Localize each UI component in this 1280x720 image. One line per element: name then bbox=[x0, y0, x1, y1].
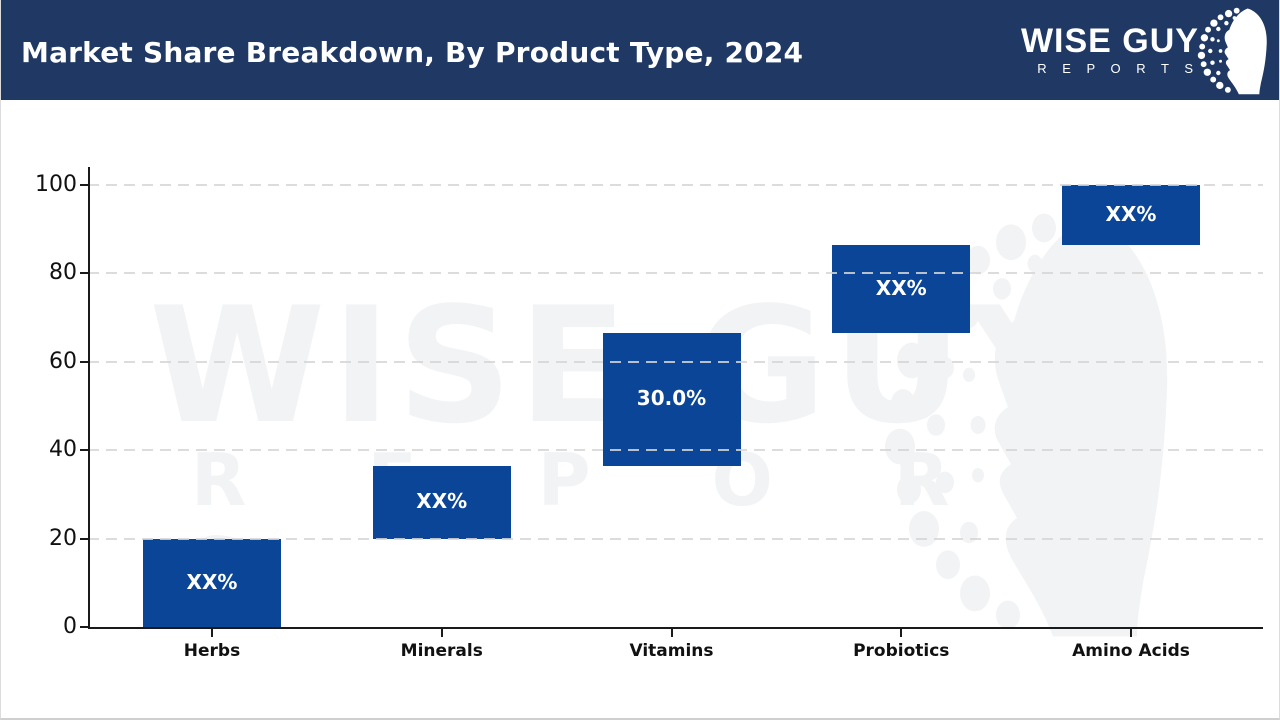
x-tick-label-probiotics: Probiotics bbox=[853, 641, 950, 661]
brand-logo-text: WISE GUY R E P O R T S bbox=[1021, 23, 1199, 79]
grid-line-40 bbox=[88, 449, 1263, 452]
x-tick-label-minerals: Minerals bbox=[400, 641, 483, 661]
y-tick-label-0: 0 bbox=[63, 614, 77, 639]
y-tick-0 bbox=[80, 626, 88, 628]
bar-vitamins bbox=[602, 333, 741, 466]
header-bar: Market Share Breakdown, By Product Type,… bbox=[1, 0, 1279, 100]
x-axis-line bbox=[88, 627, 1263, 629]
y-tick-20 bbox=[80, 537, 88, 540]
x-tick-herbs bbox=[211, 629, 213, 637]
brand-logo: WISE GUY R E P O R T S bbox=[1021, 6, 1271, 96]
bar-label-herbs: XX% bbox=[186, 569, 238, 594]
bar-probiotics bbox=[832, 244, 971, 334]
bar-amino-acids bbox=[1062, 185, 1200, 245]
bar-label-vitamins: 30.0% bbox=[636, 386, 707, 411]
y-tick-label-60: 60 bbox=[49, 348, 77, 374]
bar-label-minerals: XX% bbox=[416, 489, 468, 514]
y-tick-100 bbox=[80, 184, 88, 186]
x-tick-minerals bbox=[440, 629, 443, 637]
y-tick-80 bbox=[80, 272, 88, 275]
x-tick-label-amino-acids: Amino Acids bbox=[1072, 641, 1190, 661]
brand-name: WISE GUY bbox=[1020, 22, 1199, 60]
dotted-head-icon bbox=[1195, 7, 1271, 95]
x-tick-probiotics bbox=[900, 629, 903, 637]
y-tick-label-20: 20 bbox=[49, 525, 77, 551]
bar-label-amino-acids: XX% bbox=[1105, 201, 1157, 226]
bar-minerals bbox=[372, 465, 511, 539]
grid-line-60 bbox=[88, 360, 1263, 363]
page-title: Market Share Breakdown, By Product Type,… bbox=[21, 36, 804, 69]
grid-line-20 bbox=[88, 537, 1263, 540]
grid-line-100 bbox=[88, 184, 1263, 186]
bar-herbs bbox=[143, 538, 281, 627]
bar-label-probiotics: XX% bbox=[875, 275, 927, 300]
y-tick-label-80: 80 bbox=[49, 260, 77, 286]
y-tick-label-40: 40 bbox=[49, 437, 77, 463]
y-tick-label-100: 100 bbox=[35, 172, 77, 197]
grid-line-80 bbox=[88, 272, 1263, 275]
y-axis-line bbox=[88, 167, 90, 629]
x-tick-vitamins bbox=[670, 629, 673, 637]
brand-subtitle: R E P O R T S bbox=[1037, 61, 1199, 76]
x-tick-label-herbs: Herbs bbox=[183, 641, 241, 661]
y-tick-40 bbox=[80, 449, 88, 452]
x-tick-amino-acids bbox=[1130, 629, 1132, 637]
x-tick-label-vitamins: Vitamins bbox=[629, 641, 714, 661]
y-tick-60 bbox=[80, 360, 88, 363]
